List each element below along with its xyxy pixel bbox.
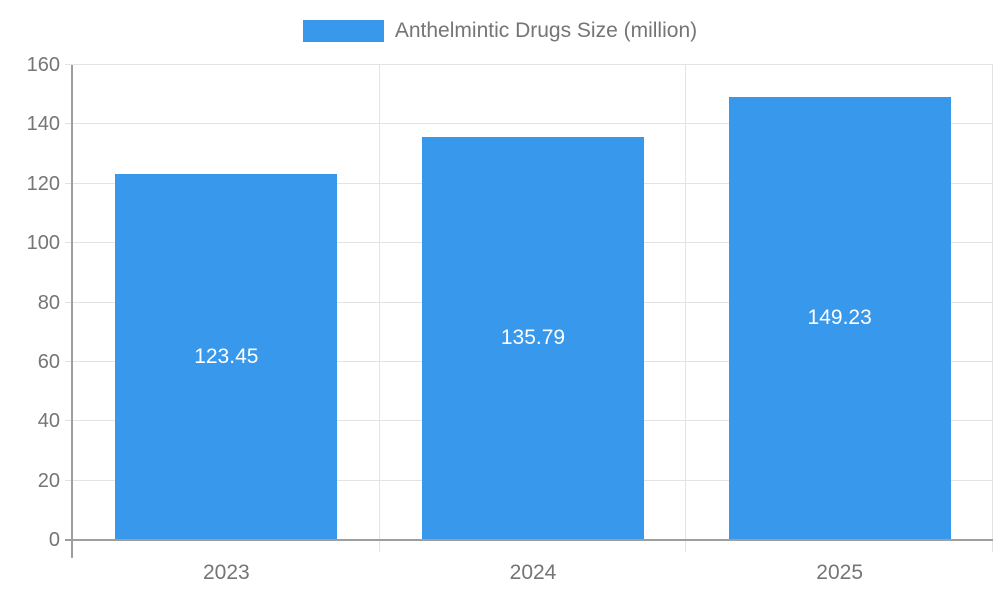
bar-value-label: 149.23 — [807, 306, 872, 330]
y-axis-line — [71, 65, 73, 558]
y-axis-tick — [65, 420, 73, 422]
y-axis-tick — [65, 301, 73, 303]
y-tick-label: 60 — [37, 350, 60, 373]
legend-swatch — [302, 20, 384, 42]
legend-label: Anthelmintic Drugs Size (million) — [394, 19, 698, 42]
y-tick-label: 120 — [26, 172, 60, 195]
x-axis-label-2024: 2024 — [509, 561, 557, 584]
x-gridline — [685, 65, 687, 552]
bar-2023[interactable]: 123.45 — [115, 173, 338, 540]
y-axis-tick — [65, 123, 73, 125]
x-axis-line — [65, 539, 993, 541]
y-axis-tick — [65, 360, 73, 362]
y-gridline — [73, 123, 993, 125]
y-axis-tick — [65, 242, 73, 244]
x-gridline — [992, 65, 993, 552]
legend[interactable]: Anthelmintic Drugs Size (million) — [0, 19, 1000, 43]
x-gridline — [378, 65, 380, 552]
y-tick-label: 40 — [37, 410, 60, 433]
y-axis-tick — [65, 479, 73, 481]
y-tick-label: 160 — [26, 54, 60, 76]
y-axis-tick — [65, 64, 73, 65]
bar-value-label: 123.45 — [194, 344, 259, 368]
y-tick-label: 0 — [48, 529, 60, 551]
y-tick-label: 20 — [37, 469, 60, 492]
x-axis-label-2023: 2023 — [202, 561, 250, 584]
bar-value-label: 135.79 — [500, 326, 566, 350]
y-tick-label: 100 — [26, 232, 60, 255]
y-gridline — [73, 64, 993, 65]
y-tick-label: 80 — [37, 291, 60, 314]
bar-2025[interactable]: 149.23 — [728, 96, 951, 540]
y-tick-label: 140 — [26, 113, 60, 136]
bar-2024[interactable]: 135.79 — [422, 136, 644, 540]
y-axis-tick — [65, 182, 73, 184]
x-axis-label-2025: 2025 — [816, 561, 864, 584]
